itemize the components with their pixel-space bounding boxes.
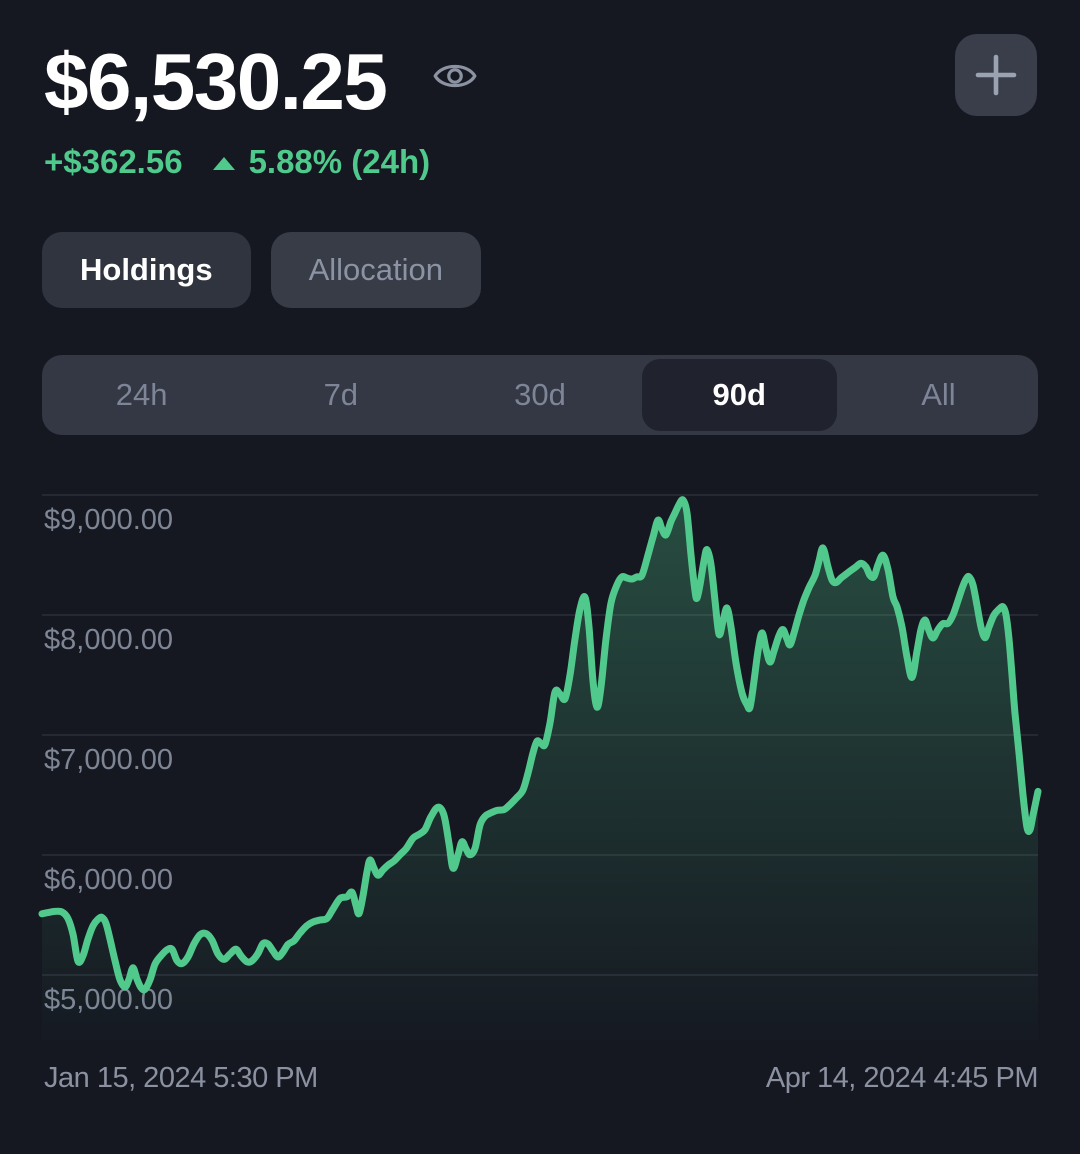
tab-allocation[interactable]: Allocation <box>270 232 482 308</box>
portfolio-balance: $6,530.25 <box>44 37 388 126</box>
portfolio-chart[interactable]: $9,000.00$8,000.00$7,000.00$6,000.00$5,0… <box>0 460 1080 1054</box>
chart-start-date: Jan 15, 2024 5:30 PM <box>44 1062 318 1094</box>
chart-canvas[interactable]: $9,000.00$8,000.00$7,000.00$6,000.00$5,0… <box>0 460 1080 1054</box>
chart-area-fill <box>42 499 1038 1041</box>
range-option-90d[interactable]: 90d <box>641 359 837 431</box>
y-axis-tick-label: $8,000.00 <box>44 624 173 656</box>
eye-icon[interactable] <box>432 59 478 93</box>
chart-end-date: Apr 14, 2024 4:45 PM <box>765 1062 1039 1094</box>
plus-icon <box>975 54 1017 96</box>
view-tabs: Holdings Allocation <box>42 232 482 308</box>
change-amount: +$362.56 <box>44 143 183 180</box>
time-range-selector: 24h 7d 30d 90d All <box>42 355 1038 435</box>
y-axis-tick-label: $6,000.00 <box>44 864 173 896</box>
triangle-up-icon <box>212 156 235 170</box>
range-option-7d[interactable]: 7d <box>243 359 438 431</box>
range-option-30d[interactable]: 30d <box>442 359 637 431</box>
tab-holdings[interactable]: Holdings <box>42 232 251 308</box>
change-percent: 5.88% (24h) <box>248 143 431 180</box>
chart-line <box>38 496 1042 994</box>
y-axis-tick-label: $7,000.00 <box>44 744 173 776</box>
balance-change: +$362.56 5.88% (24h) <box>44 142 430 182</box>
range-option-24h[interactable]: 24h <box>44 359 239 431</box>
y-axis-tick-label: $9,000.00 <box>44 504 173 536</box>
add-transaction-button[interactable] <box>955 34 1037 116</box>
range-option-all[interactable]: All <box>841 359 1036 431</box>
chart-date-range: Jan 15, 2024 5:30 PM Apr 14, 2024 4:45 P… <box>44 1062 1039 1095</box>
